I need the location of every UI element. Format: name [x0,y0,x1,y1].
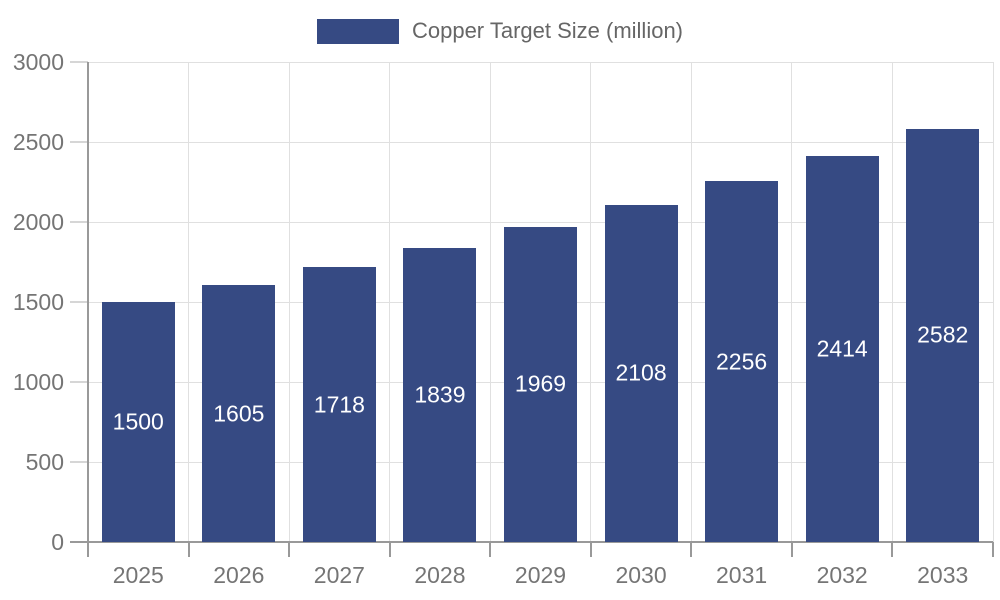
x-gridline [992,62,994,542]
y-axis-tick [70,541,88,543]
x-gridline [690,62,692,542]
x-axis-label: 2025 [112,562,164,588]
y-gridline [88,221,993,223]
x-axis-tick [891,542,894,557]
x-axis-tick [992,542,994,557]
bar-value-label: 1605 [213,400,265,427]
x-axis-tick [790,542,793,557]
y-axis-line [87,62,89,542]
bar-value-label: 1500 [112,408,164,435]
y-gridline [88,141,993,143]
legend[interactable]: Copper Target Size (million) [0,15,1000,47]
x-axis-label: 2026 [213,562,265,588]
x-axis-tick [288,542,291,557]
legend-label: Copper Target Size (million) [411,18,684,43]
y-gridline [88,61,993,63]
y-axis-tick [70,221,88,223]
bar-value-label: 1969 [514,370,567,397]
x-axis-tick [489,542,492,557]
y-axis-label: 3000 [12,49,64,75]
bar-2030[interactable]: 2108 [604,204,678,542]
legend-swatch [316,18,399,44]
bar-value-label: 2256 [716,348,768,374]
bar-2031[interactable]: 2256 [705,181,779,542]
x-axis-tick [87,542,89,557]
x-axis-tick [589,542,592,557]
x-axis-label: 2028 [414,562,466,588]
x-axis-label: 2029 [514,562,567,588]
y-axis-tick [70,461,88,463]
y-axis-label: 2000 [12,209,64,235]
y-axis-tick [70,381,88,383]
x-axis-label: 2027 [313,562,365,588]
x-axis-tick [690,542,693,557]
bar-value-label: 2582 [917,321,969,348]
y-axis-label: 1500 [12,289,64,315]
x-gridline [791,62,793,542]
bar-2028[interactable]: 1839 [403,247,477,542]
x-gridline [489,62,491,542]
bar-2029[interactable]: 1969 [504,226,577,542]
bar-value-label: 1839 [414,381,466,408]
x-axis-tick [388,542,391,557]
bar-value-label: 1718 [313,391,365,418]
x-axis-label: 2033 [917,562,969,588]
bar-2032[interactable]: 2414 [805,155,879,542]
bar-value-label: 2108 [615,359,667,386]
x-axis-label: 2032 [816,562,868,588]
x-gridline [891,62,893,542]
bar-2027[interactable]: 1718 [302,267,376,542]
x-gridline [288,62,290,542]
x-axis-label: 2030 [615,562,667,588]
x-gridline [590,62,592,542]
y-axis-label: 2500 [12,129,64,155]
bar-value-label: 2414 [816,335,868,362]
y-axis-tick [70,141,88,143]
y-axis-label: 500 [25,449,64,475]
y-axis-label: 0 [51,529,64,555]
y-axis-label: 1000 [12,369,64,395]
y-axis-tick [70,301,88,303]
y-axis-tick [70,61,88,63]
bar-2033[interactable]: 2582 [906,128,980,542]
x-gridline [188,62,190,542]
x-axis-line [88,541,993,543]
x-gridline [389,62,391,542]
bar-2025[interactable]: 1500 [101,302,175,542]
bar-2026[interactable]: 1605 [202,285,276,542]
x-axis-tick [187,542,190,557]
x-axis-label: 2031 [716,562,768,588]
